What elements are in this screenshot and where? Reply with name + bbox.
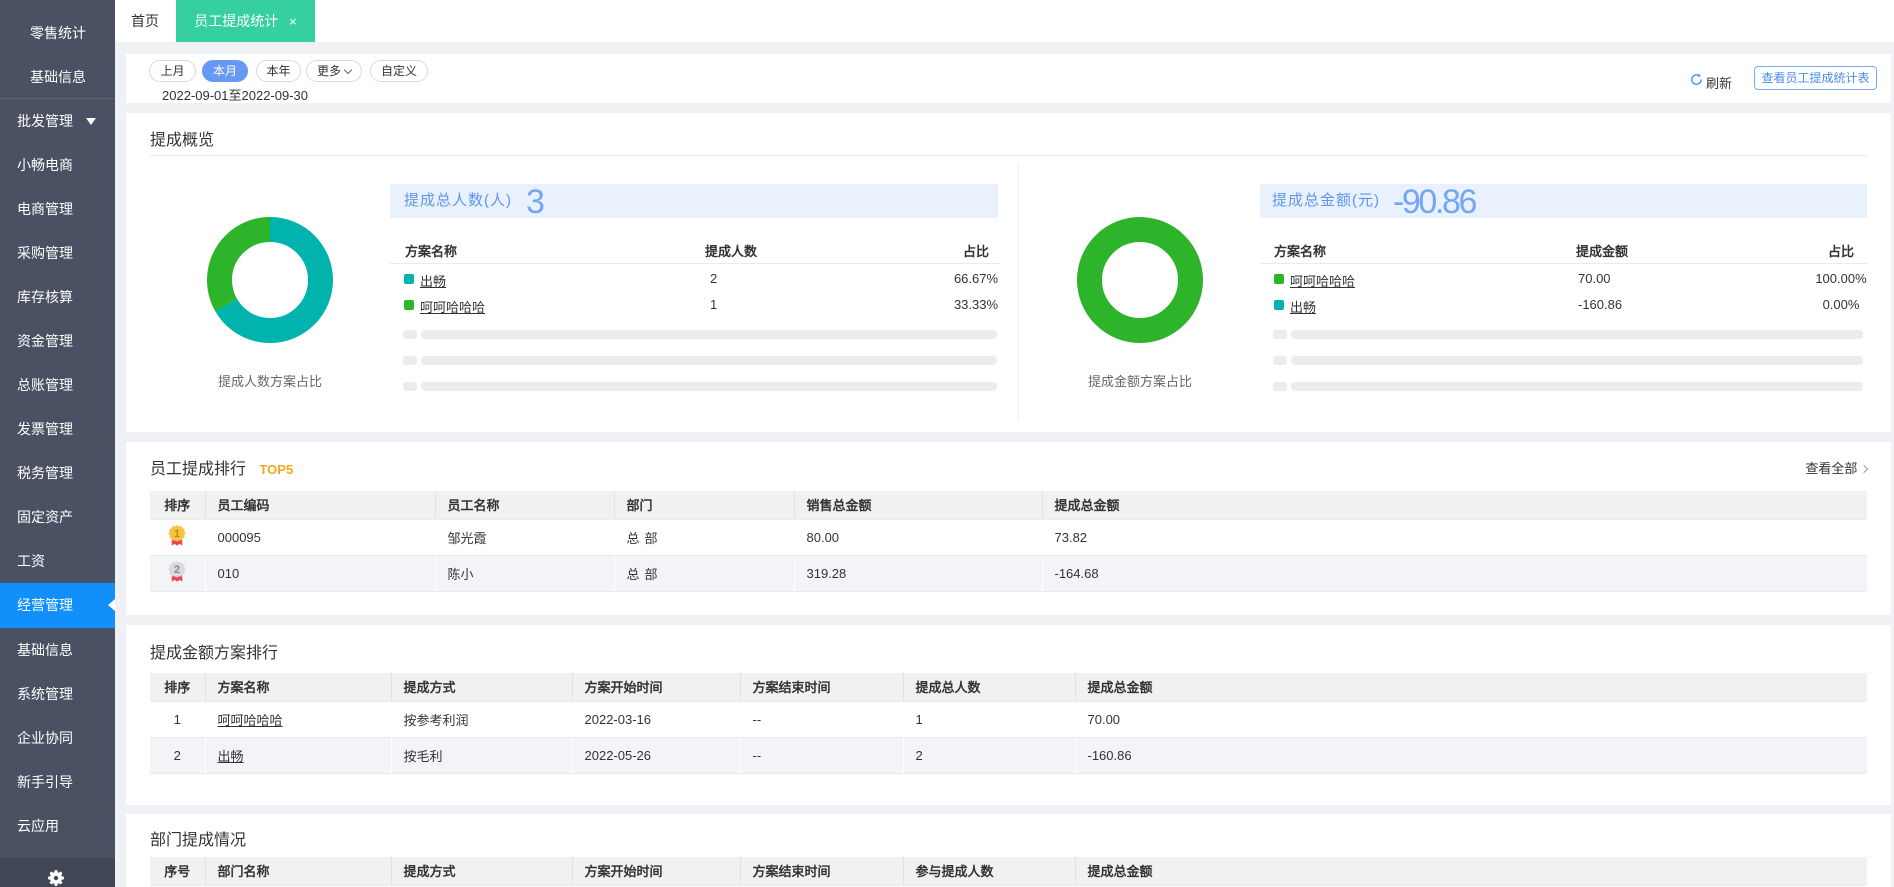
- svg-text:1: 1: [174, 528, 180, 540]
- svg-text:2: 2: [174, 564, 180, 576]
